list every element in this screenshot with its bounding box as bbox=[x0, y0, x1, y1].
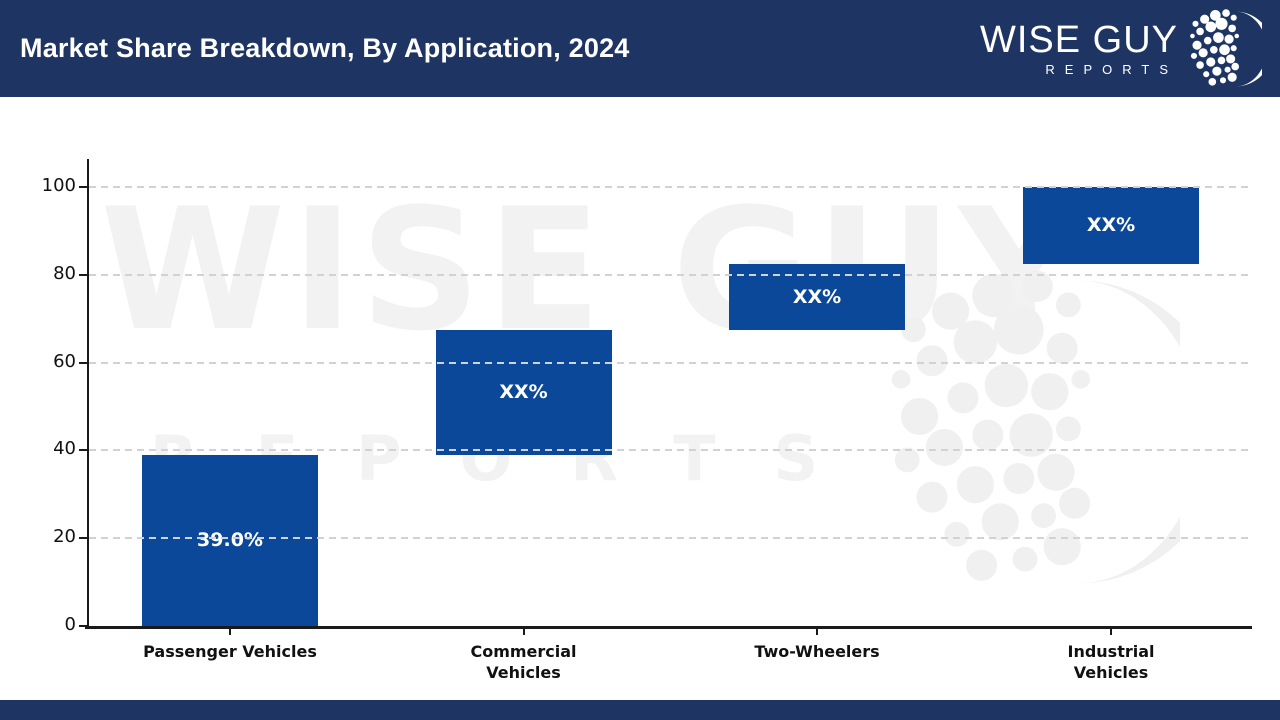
bar-segment: XX% bbox=[1023, 187, 1199, 264]
brand-logo-text: WISE GUY REPORTS bbox=[980, 21, 1178, 76]
x-axis-line bbox=[85, 626, 1252, 629]
y-axis-tick bbox=[79, 361, 88, 364]
watermark-head-icon bbox=[891, 270, 1180, 584]
header: Market Share Breakdown, By Application, … bbox=[0, 0, 1280, 97]
x-axis-tick bbox=[816, 626, 818, 635]
category-label: Two-Wheelers bbox=[754, 642, 880, 661]
footer-bar bbox=[0, 700, 1280, 720]
gridline bbox=[89, 537, 1252, 540]
y-tick-label: 80 bbox=[53, 262, 76, 284]
page-title: Market Share Breakdown, By Application, … bbox=[20, 33, 630, 63]
x-axis-tick bbox=[1110, 626, 1112, 635]
y-axis-tick bbox=[79, 186, 88, 188]
y-axis-tick bbox=[79, 625, 88, 627]
dotted-head-icon bbox=[1190, 8, 1262, 86]
y-tick-label: 0 bbox=[64, 614, 76, 635]
brand-logo: WISE GUY REPORTS bbox=[980, 7, 1280, 91]
y-tick-label: 20 bbox=[53, 526, 76, 548]
y-axis-tick bbox=[79, 449, 88, 452]
category-label: Industrial Vehicles bbox=[1067, 642, 1155, 682]
y-tick-label: 100 bbox=[41, 175, 76, 196]
bar-value-label: 39.0% bbox=[197, 529, 263, 552]
chart-area: WISE GUY REPORTS 0 20 40 60 80 100 39.0% XX% XX%… bbox=[0, 97, 1280, 700]
y-tick-label: 60 bbox=[53, 350, 76, 372]
bar-segment: XX% bbox=[435, 329, 612, 455]
category-label: Passenger Vehicles bbox=[143, 642, 317, 661]
gridline bbox=[89, 273, 1252, 276]
gridline bbox=[89, 186, 1252, 188]
gridline bbox=[89, 361, 1252, 364]
bar-segment: 39.0% bbox=[142, 454, 318, 626]
gridline bbox=[89, 449, 1252, 452]
bar-value-label: XX% bbox=[499, 381, 548, 404]
brand-name: WISE GUY bbox=[979, 19, 1178, 61]
bar-value-label: XX% bbox=[1086, 214, 1136, 237]
x-axis-tick bbox=[522, 626, 525, 635]
bar-value-label: XX% bbox=[792, 285, 842, 308]
y-tick-label: 40 bbox=[53, 438, 76, 460]
y-axis-tick bbox=[79, 537, 88, 540]
y-axis-line bbox=[87, 159, 89, 628]
brand-subname: REPORTS bbox=[1045, 62, 1178, 77]
x-axis-tick bbox=[229, 626, 231, 635]
category-label: Commercial Vehicles bbox=[470, 642, 577, 682]
y-axis-tick bbox=[79, 273, 88, 276]
